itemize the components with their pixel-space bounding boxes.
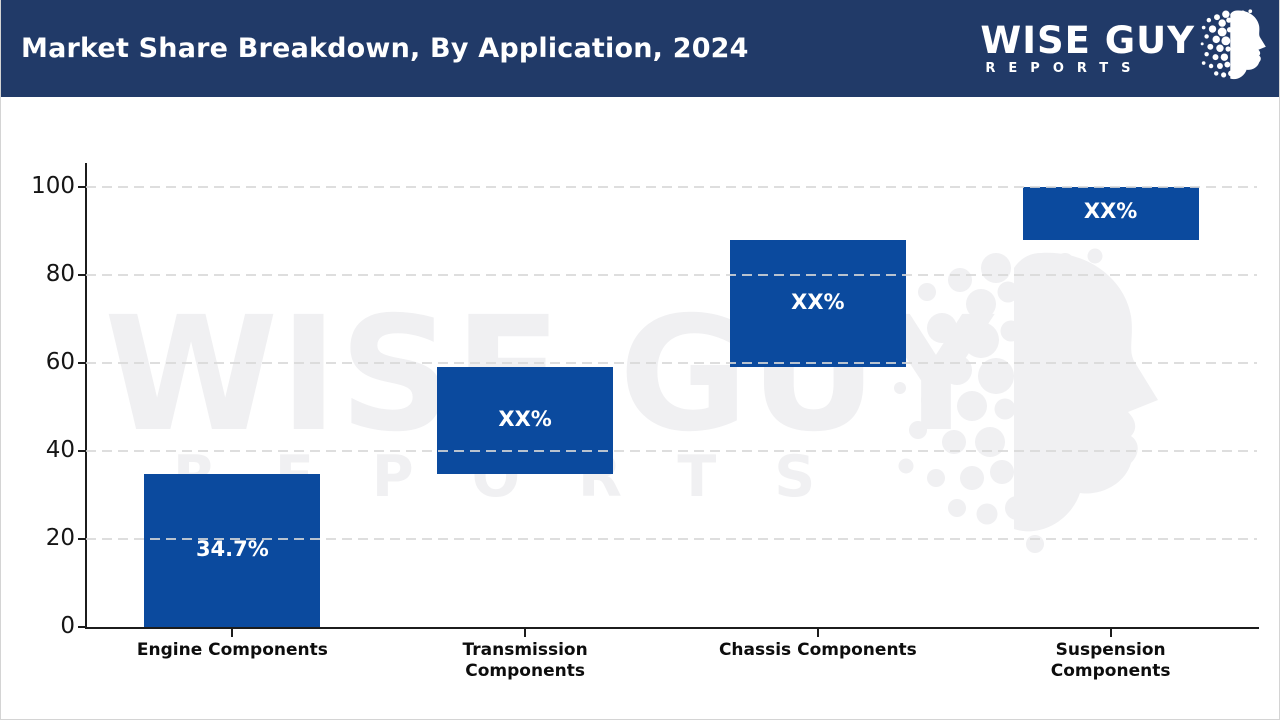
gridline [86,538,1257,540]
y-tick-label: 0 [60,613,75,639]
gridline [86,274,1257,276]
bar-segment [1022,187,1199,240]
brand-wiseguy-text: WISE GUY [980,18,1195,62]
bar-value-label: XX% [498,406,552,431]
category-label: Transmission Components [462,640,588,682]
x-axis-line [85,627,1259,629]
brand-logo: WISE GUY REPORTS [980,5,1271,93]
y-axis-tick [78,538,86,540]
bar-value-label: 34.7% [195,536,269,561]
y-axis-line [85,163,87,629]
y-tick-label: 60 [45,349,75,375]
gridline [86,362,1257,364]
x-axis-tick [1109,629,1112,637]
bar-value-label: XX% [1083,199,1138,224]
brand-logo-text: WISE GUY REPORTS [980,18,1195,77]
category-label: Suspension Components [1050,640,1171,682]
y-tick-label: 100 [31,173,75,199]
x-axis-tick [816,629,819,637]
y-axis-tick [78,186,86,188]
brand-reports-text: REPORTS [985,61,1144,77]
y-axis-tick [78,450,86,452]
category-label: Engine Components [136,640,328,660]
y-tick-label: 20 [45,525,75,551]
y-axis-tick [78,362,86,364]
bar-segment [729,239,906,368]
category-label: Chassis Components [718,640,917,660]
y-tick-label: 80 [45,261,75,287]
y-axis-tick [78,274,86,276]
bar-segment [144,474,321,627]
bar-value-label: XX% [791,289,845,314]
chart-title: Market Share Breakdown, By Application, … [21,33,749,64]
y-tick-label: 40 [45,437,75,463]
y-axis-tick [78,626,86,628]
brand-face-icon [1200,9,1266,80]
x-axis-tick [524,629,527,637]
x-axis-tick [231,629,234,637]
bar-segment [437,367,614,475]
gridline [86,186,1257,188]
gridline [86,450,1257,452]
header-bar: Market Share Breakdown, By Application, … [1,0,1279,97]
